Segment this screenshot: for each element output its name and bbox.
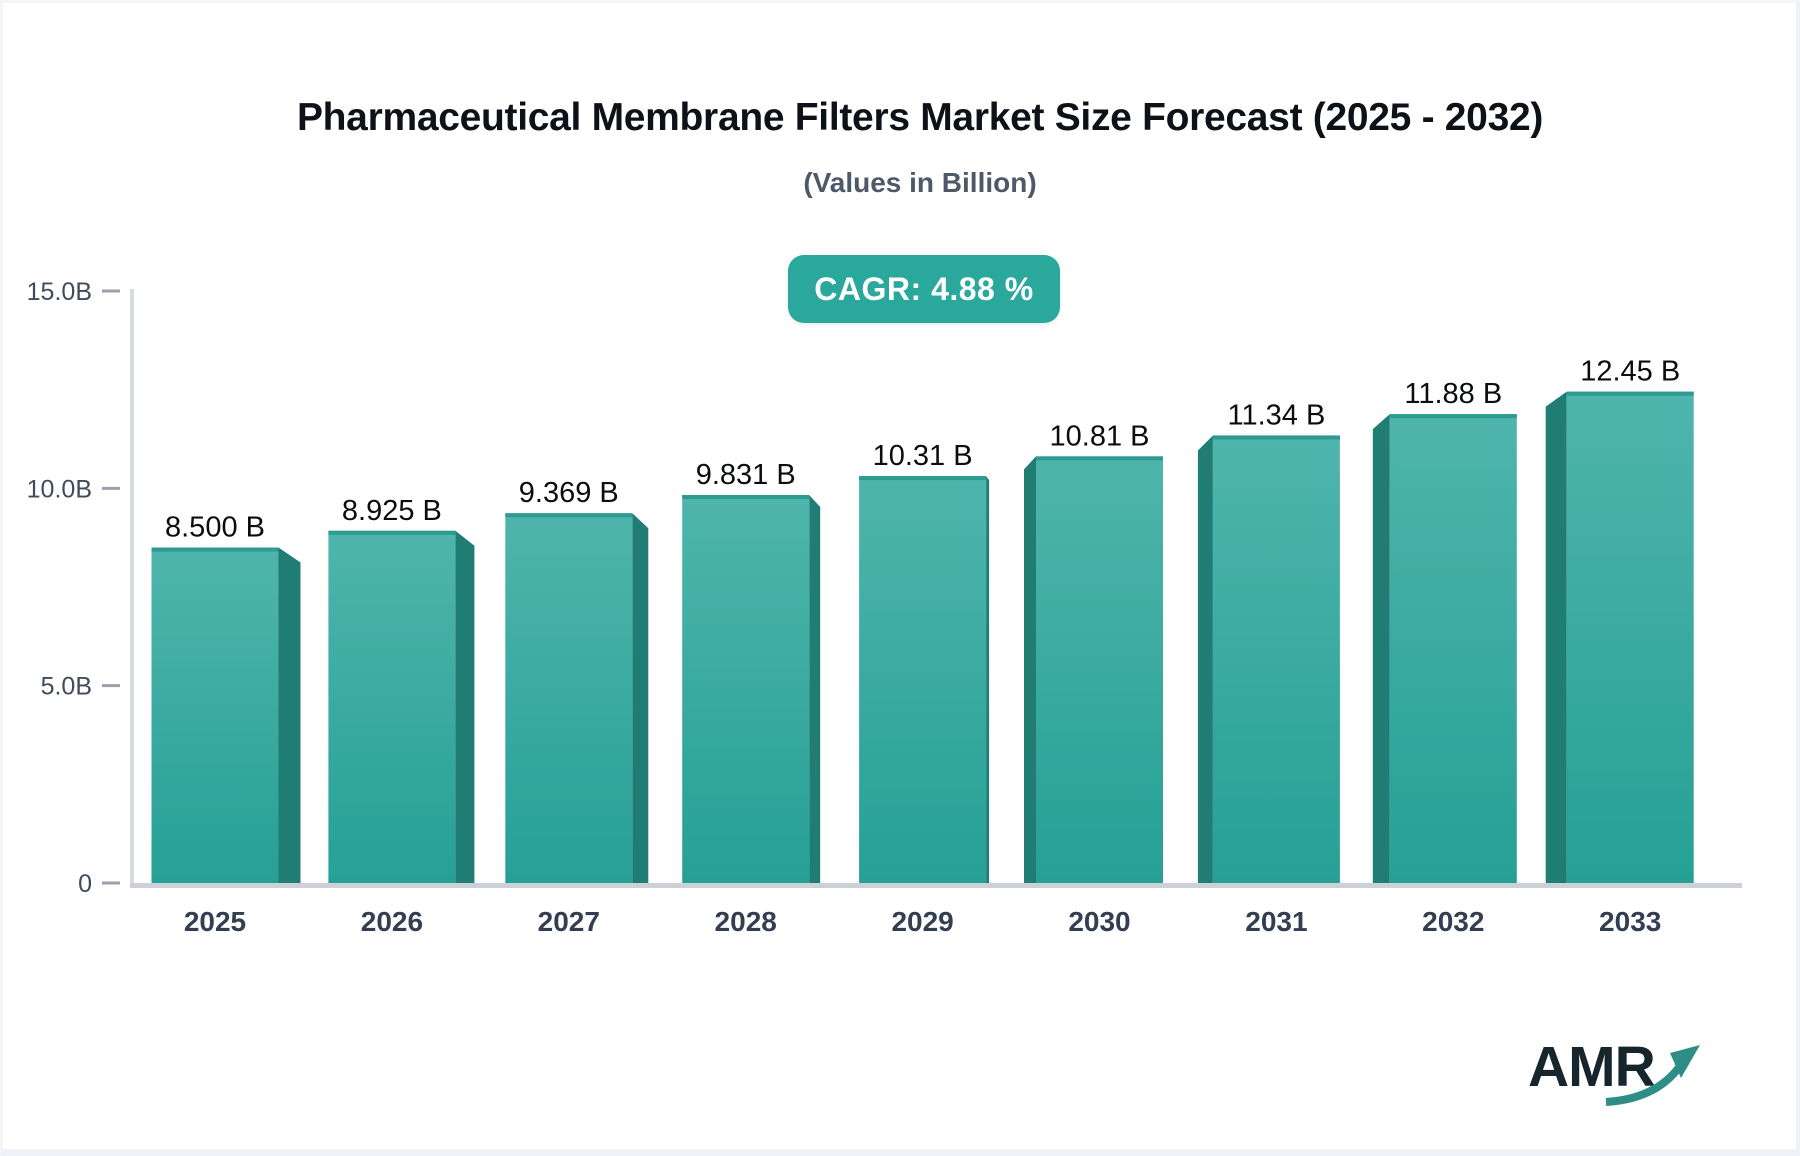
bar-face bbox=[1036, 456, 1163, 883]
x-axis-label: 2029 bbox=[891, 906, 953, 937]
trend-up-arrow-icon bbox=[1605, 1045, 1700, 1106]
bar-face bbox=[1389, 414, 1517, 883]
bar-face bbox=[151, 547, 279, 883]
amr-logo-text: AMR bbox=[1528, 1035, 1656, 1099]
y-tick-label: 5.0B bbox=[41, 673, 92, 701]
bar-face bbox=[859, 476, 987, 883]
bar-top-edge bbox=[1212, 435, 1340, 440]
bar-value-label: 11.88 B bbox=[1404, 378, 1502, 410]
x-axis-line bbox=[130, 883, 1742, 888]
bar-2028[interactable]: 9.831 B 2028 bbox=[682, 459, 821, 937]
bar-value-label: 8.500 B bbox=[165, 512, 265, 544]
bar-2031[interactable]: 11.34 B 2031 bbox=[1197, 399, 1340, 937]
bar-value-label: 11.34 B bbox=[1227, 399, 1325, 431]
bar-top-edge bbox=[505, 513, 633, 518]
x-axis-label: 2032 bbox=[1422, 906, 1484, 937]
amr-logo: AMR bbox=[1528, 1034, 1718, 1114]
bar-value-label: 12.45 B bbox=[1580, 356, 1680, 388]
bar-top-edge bbox=[1566, 391, 1694, 396]
bar-2025[interactable]: 8.500 B 2025 bbox=[151, 512, 301, 937]
y-tick-label: 0 bbox=[78, 870, 92, 898]
bar-2029[interactable]: 10.31 B 2029 bbox=[859, 440, 990, 937]
bar-top-edge bbox=[1036, 456, 1163, 461]
bar-value-label: 10.81 B bbox=[1050, 420, 1150, 452]
bar-top-edge bbox=[151, 547, 279, 552]
x-axis-label: 2028 bbox=[715, 906, 777, 937]
x-axis-label: 2025 bbox=[184, 906, 246, 937]
bar-2032[interactable]: 11.88 B 2032 bbox=[1372, 378, 1517, 937]
bar-2033[interactable]: 12.45 B 2033 bbox=[1545, 356, 1694, 937]
cagr-badge: CAGR: 4.88 % bbox=[788, 255, 1060, 323]
bar-side-face bbox=[809, 495, 821, 883]
x-axis-label: 2027 bbox=[538, 906, 600, 937]
bar-chart: 0 5.0B 10.0B 15.0B 8.500 B 2025 8.925 B 2026 9.3… bbox=[27, 278, 1742, 937]
y-tick-label: 15.0B bbox=[27, 278, 92, 306]
bar-top-edge bbox=[682, 495, 810, 500]
bar-face bbox=[1566, 391, 1694, 883]
bar-side-face bbox=[455, 530, 475, 883]
bar-value-label: 9.369 B bbox=[519, 477, 619, 509]
x-axis-label: 2026 bbox=[361, 906, 423, 937]
x-axis-label: 2033 bbox=[1599, 906, 1661, 937]
chart-title: Pharmaceutical Membrane Filters Market S… bbox=[296, 96, 1544, 139]
bar-top-edge bbox=[1389, 414, 1517, 419]
bar-face bbox=[682, 495, 810, 883]
bar-2030[interactable]: 10.81 B 2030 bbox=[1024, 420, 1163, 937]
y-axis-line bbox=[130, 289, 134, 886]
bar-face bbox=[1212, 435, 1340, 883]
bar-2027[interactable]: 9.369 B 2027 bbox=[505, 477, 649, 937]
bar-face bbox=[505, 513, 633, 883]
bar-top-edge bbox=[328, 530, 456, 535]
bar-value-label: 9.831 B bbox=[696, 459, 796, 491]
bar-value-label: 10.31 B bbox=[873, 440, 973, 472]
bar-value-label: 8.925 B bbox=[342, 495, 442, 527]
x-axis-label: 2030 bbox=[1068, 906, 1130, 937]
bar-side-face bbox=[1024, 456, 1036, 883]
bar-side-face bbox=[278, 547, 301, 883]
bar-side-face bbox=[1545, 391, 1567, 883]
bar-side-face bbox=[1197, 435, 1213, 883]
x-axis-label: 2031 bbox=[1245, 906, 1307, 937]
bar-2026[interactable]: 8.925 B 2026 bbox=[328, 495, 475, 937]
y-tick-label: 10.0B bbox=[27, 475, 92, 503]
bar-side-face bbox=[1372, 414, 1390, 883]
bar-face bbox=[328, 530, 456, 883]
bar-side-face bbox=[986, 476, 990, 883]
bar-top-edge bbox=[859, 476, 987, 481]
bar-side-face bbox=[632, 513, 649, 883]
chart-subtitle: (Values in Billion) bbox=[803, 167, 1037, 198]
